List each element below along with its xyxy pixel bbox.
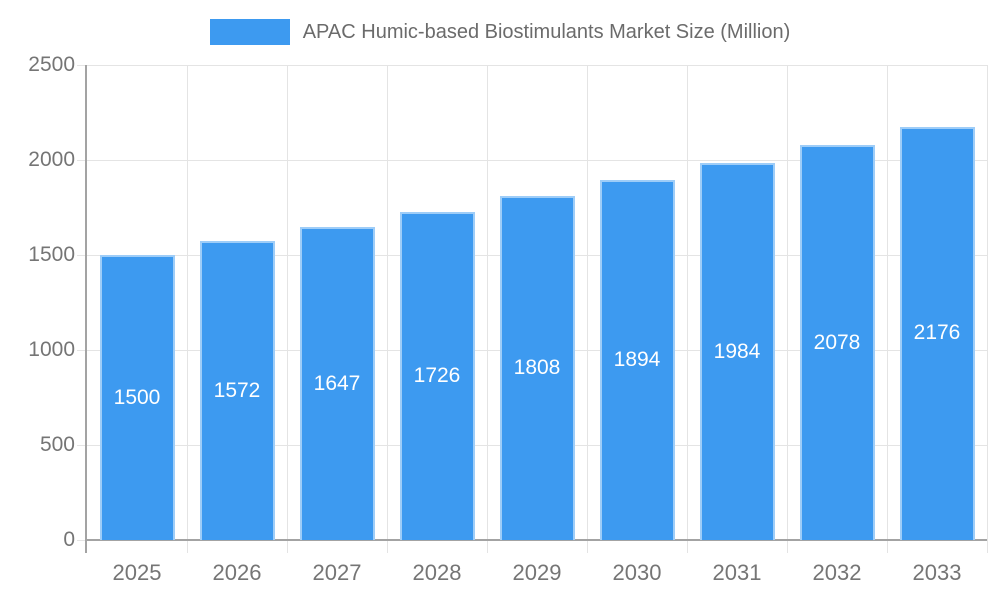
x-tick-label: 2027: [312, 560, 362, 585]
bar-value-label: 1500: [113, 385, 161, 409]
x-tick: [586, 540, 588, 553]
x-gridline: [386, 65, 388, 540]
legend-swatch-icon: [209, 19, 290, 45]
x-gridline: [286, 65, 288, 540]
bar-value-label: 2176: [913, 321, 961, 345]
x-tick: [986, 540, 988, 553]
x-tick-label: 2031: [712, 560, 762, 585]
x-gridline: [186, 65, 188, 540]
y-tick-label: 1000: [28, 338, 75, 361]
x-tick-label: 2026: [212, 560, 262, 585]
y-tick: [77, 64, 87, 66]
x-gridline: [686, 65, 688, 540]
x-tick: [786, 540, 788, 553]
x-gridline: [486, 65, 488, 540]
y-axis-line: [85, 65, 87, 553]
y-tick: [77, 444, 87, 446]
y-tick: [77, 254, 87, 256]
x-gridline: [886, 65, 888, 540]
x-tick: [186, 540, 188, 553]
x-gridline: [786, 65, 788, 540]
bar-value-label: 1808: [513, 356, 561, 380]
y-tick-label: 1500: [28, 243, 75, 266]
x-axis-line: [85, 539, 987, 541]
bar-2027[interactable]: [299, 227, 375, 540]
chart-legend[interactable]: APAC Humic-based Biostimulants Market Si…: [0, 19, 1000, 45]
x-tick: [286, 540, 288, 553]
bar-2028[interactable]: [399, 212, 475, 540]
x-tick: [386, 540, 388, 553]
y-tick-label: 0: [63, 528, 75, 551]
y-gridline: [87, 64, 987, 66]
x-tick-label: 2030: [612, 560, 662, 585]
bar-value-label: 1647: [313, 371, 361, 395]
bar-2025[interactable]: [99, 255, 175, 540]
y-tick-label: 500: [39, 433, 75, 456]
bar-2033[interactable]: [899, 126, 975, 540]
x-gridline: [586, 65, 588, 540]
y-gridline: [87, 159, 987, 161]
bar-value-label: 1572: [213, 378, 261, 402]
y-tick-label: 2000: [28, 148, 75, 171]
x-tick-label: 2028: [412, 560, 462, 585]
x-tick-label: 2025: [112, 560, 162, 585]
bar-value-label: 1726: [413, 364, 461, 388]
y-tick-label: 2500: [28, 53, 75, 76]
bar-value-label: 1984: [713, 339, 761, 363]
x-tick: [686, 540, 688, 553]
x-tick: [486, 540, 488, 553]
bar-value-label: 2078: [813, 330, 861, 354]
y-tick: [77, 349, 87, 351]
bar-2026[interactable]: [199, 241, 275, 540]
y-tick: [77, 159, 87, 161]
x-gridline: [986, 65, 988, 540]
bar-2032[interactable]: [799, 145, 875, 540]
bar-value-label: 1894: [613, 348, 661, 372]
y-tick: [77, 539, 87, 541]
x-tick-label: 2029: [512, 560, 562, 585]
legend-label: APAC Humic-based Biostimulants Market Si…: [302, 20, 791, 43]
x-tick-label: 2033: [912, 560, 962, 585]
x-tick-label: 2032: [812, 560, 862, 585]
bar-2029[interactable]: [499, 196, 575, 540]
bar-2030[interactable]: [599, 180, 675, 540]
x-tick: [886, 540, 888, 553]
bar-2031[interactable]: [699, 163, 775, 540]
